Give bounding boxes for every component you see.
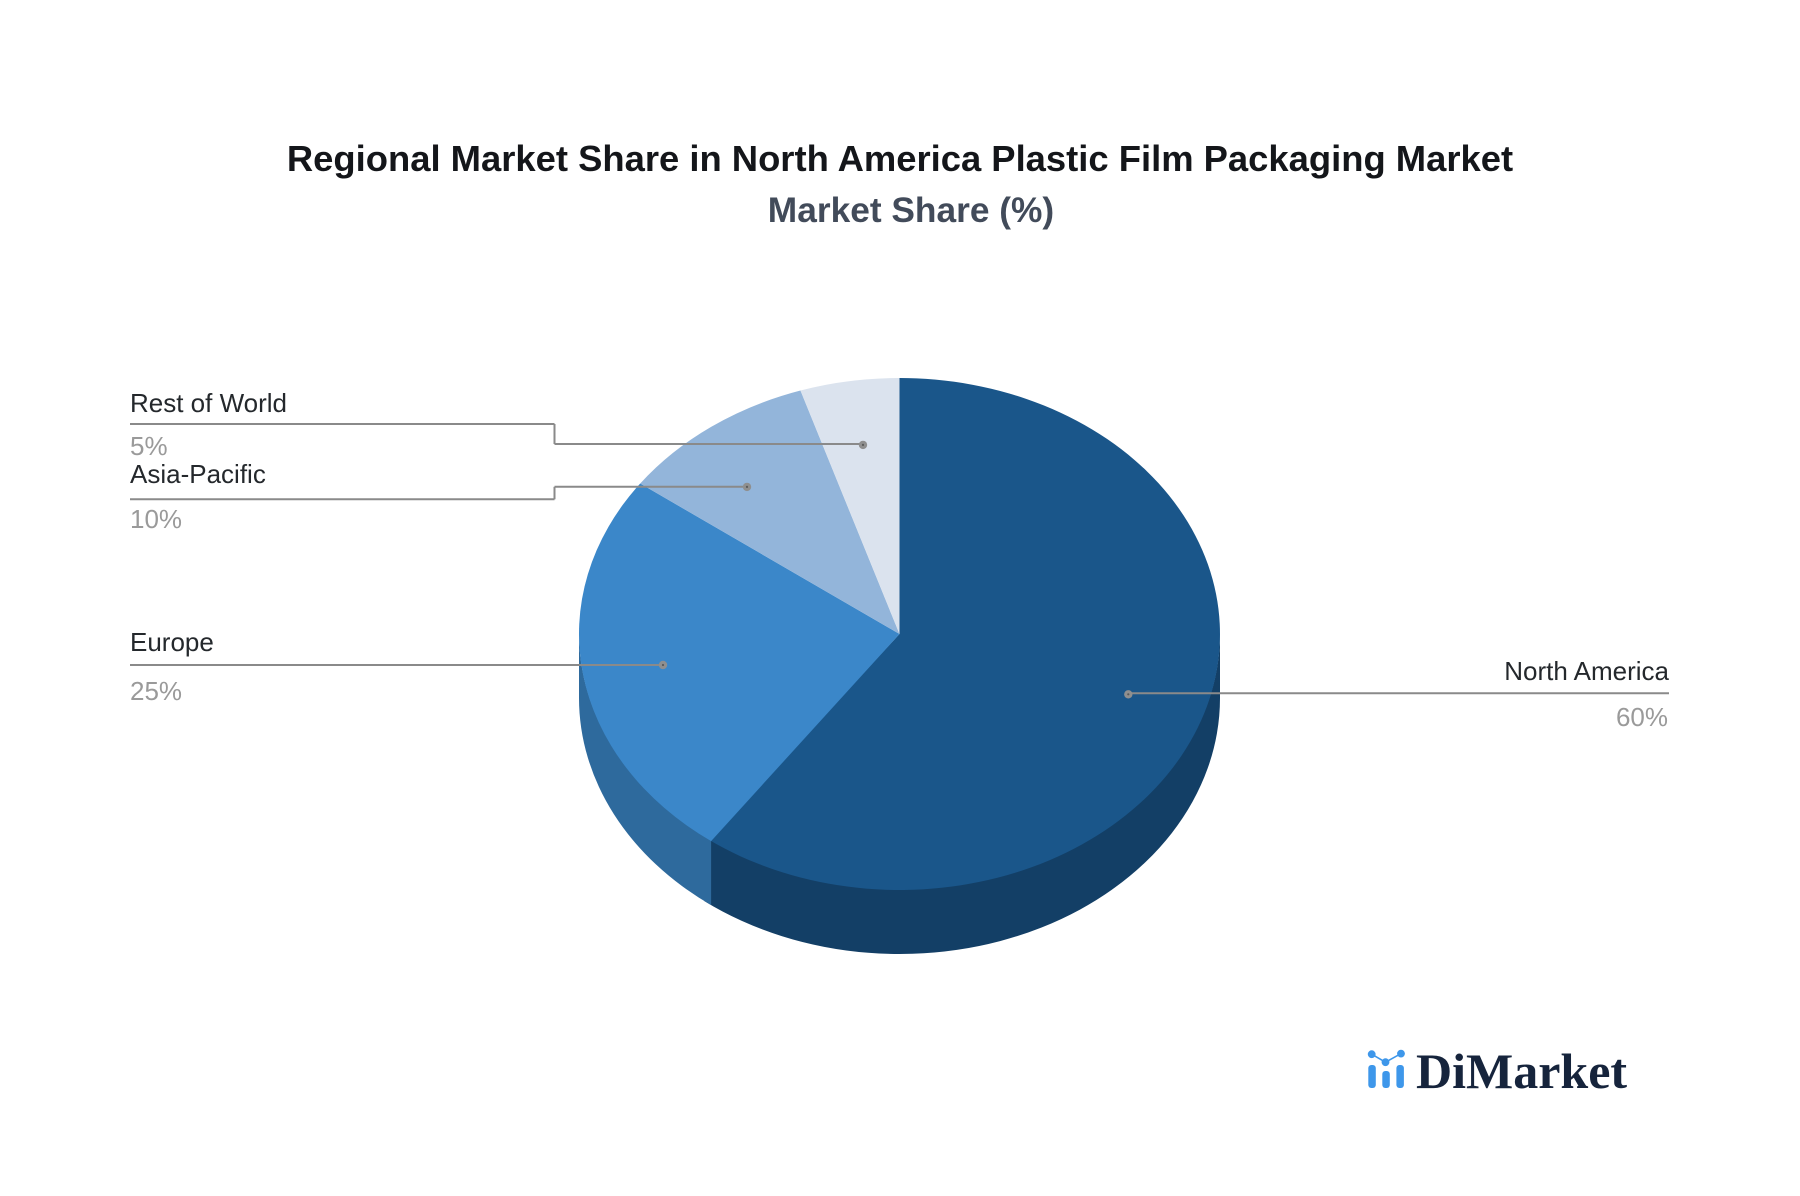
svg-text:DiMarket: DiMarket [1416, 1043, 1627, 1099]
